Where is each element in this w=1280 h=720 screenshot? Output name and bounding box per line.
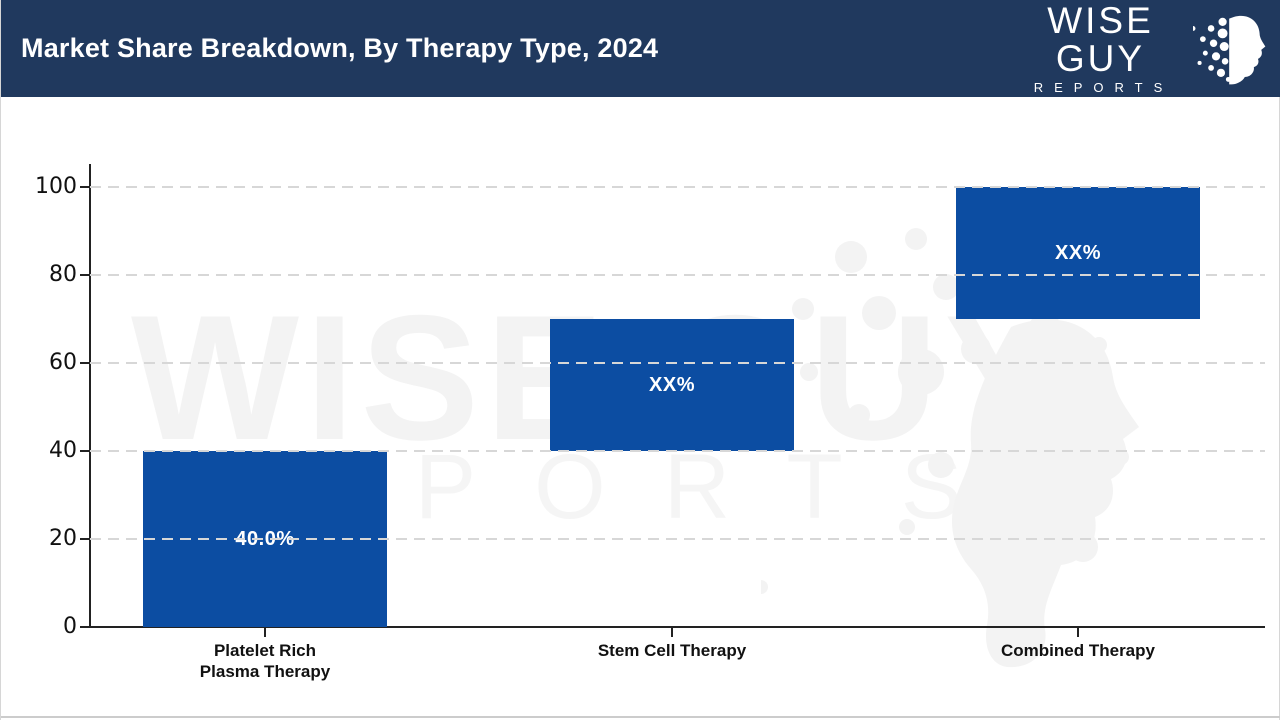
x-tick-mark xyxy=(1077,628,1079,637)
x-category-label: Platelet Rich Plasma Therapy xyxy=(95,640,435,682)
gridline xyxy=(90,538,1265,540)
x-tick-mark xyxy=(671,628,673,637)
gridline xyxy=(90,362,1265,364)
y-tick-mark xyxy=(80,186,89,188)
logo-wordmark: WISE GUY xyxy=(1047,0,1154,79)
bar-value-label: XX% xyxy=(649,373,695,396)
logo-face-icon xyxy=(1193,15,1266,85)
header-bar: Market Share Breakdown, By Therapy Type,… xyxy=(1,0,1280,97)
bar-value-label: XX% xyxy=(1055,241,1101,264)
y-tick-mark xyxy=(80,626,89,628)
y-tick-mark xyxy=(80,274,89,276)
x-category-label-line: Combined Therapy xyxy=(1001,641,1155,660)
x-category-label: Combined Therapy xyxy=(908,640,1248,661)
y-tick-label: 100 xyxy=(35,174,77,199)
x-tick-mark xyxy=(264,628,266,637)
y-tick-label: 60 xyxy=(49,350,77,375)
x-category-label-line: Platelet Rich xyxy=(213,641,317,660)
y-tick-mark xyxy=(80,362,89,364)
x-category-label-line: Plasma Therapy xyxy=(199,662,331,681)
bar-3: XX% xyxy=(956,187,1200,319)
gridline xyxy=(90,450,1265,452)
x-category-label: Stem Cell Therapy xyxy=(502,640,842,661)
x-category-label-line: Stem Cell Therapy xyxy=(597,641,747,660)
bar-2: XX% xyxy=(550,319,794,451)
logo-text: WISE GUY REPORTS xyxy=(1012,2,1189,96)
y-tick-label: 40 xyxy=(49,438,77,463)
gridline xyxy=(90,274,1265,276)
x-axis-line xyxy=(89,626,1265,628)
wise-guy-logo: WISE GUY REPORTS xyxy=(1012,2,1267,95)
gridline xyxy=(90,186,1265,188)
y-tick-label: 80 xyxy=(49,262,77,287)
y-tick-mark xyxy=(80,450,89,452)
page-title: Market Share Breakdown, By Therapy Type,… xyxy=(21,33,659,63)
y-tick-label: 0 xyxy=(63,614,77,639)
y-tick-mark xyxy=(80,538,89,540)
y-tick-label: 20 xyxy=(49,526,77,551)
logo-subtitle: REPORTS xyxy=(1033,80,1174,95)
bottom-border-rule xyxy=(1,716,1280,718)
y-axis-line xyxy=(89,164,91,628)
